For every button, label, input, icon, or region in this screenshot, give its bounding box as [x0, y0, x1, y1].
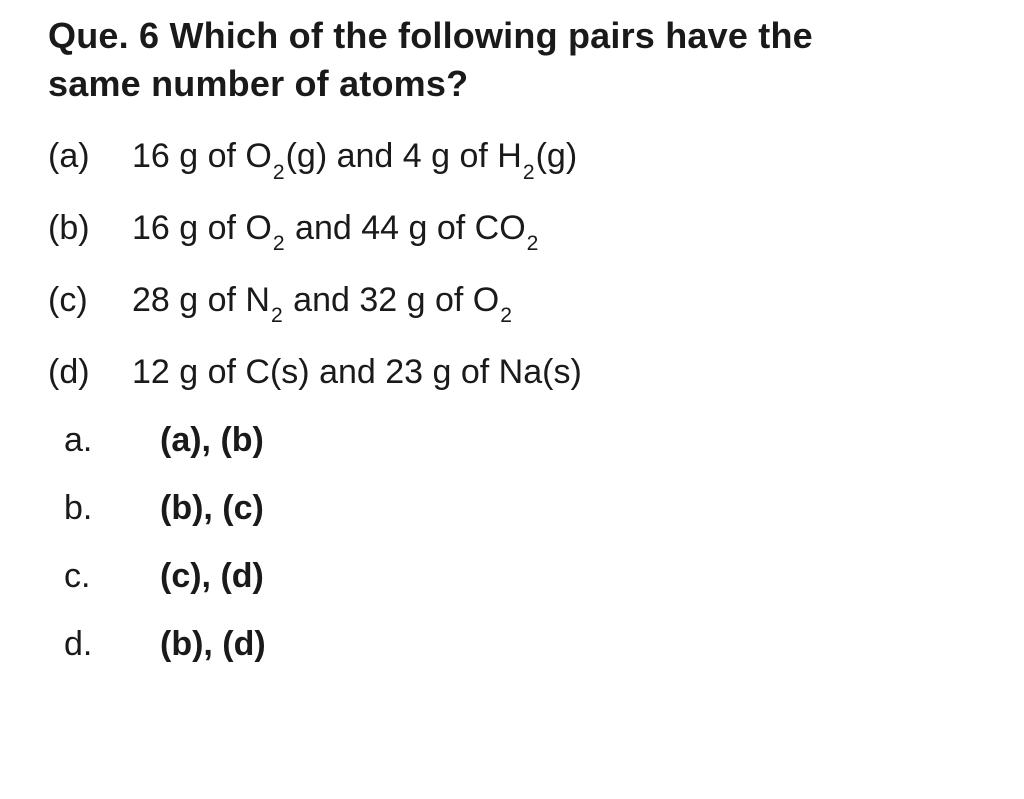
subscript: 2	[273, 161, 285, 184]
choice-b-text: (b), (c)	[160, 491, 264, 525]
page: Que. 6 Which of the following pairs have…	[0, 0, 1024, 661]
choice-d-text: (b), (d)	[160, 627, 266, 661]
question-stem: Que. 6 Which of the following pairs have…	[48, 12, 988, 107]
statement-d-label: (d)	[48, 355, 132, 389]
statement-a: (a) 16 g of O2(g) and 4 g of H2(g)	[48, 139, 988, 179]
subscript: 2	[271, 304, 283, 327]
choice-b[interactable]: b. (b), (c)	[64, 491, 988, 525]
statement-a-label: (a)	[48, 139, 132, 173]
statement-d: (d) 12 g of C(s) and 23 g of Na(s)	[48, 355, 988, 389]
statement-b: (b) 16 g of O2 and 44 g of CO2	[48, 211, 988, 251]
statement-list: (a) 16 g of O2(g) and 4 g of H2(g) (b) 1…	[48, 139, 988, 389]
subscript: 2	[273, 232, 285, 255]
choice-d[interactable]: d. (b), (d)	[64, 627, 988, 661]
question-line-2: same number of atoms?	[48, 60, 988, 108]
answer-choices: a. (a), (b) b. (b), (c) c. (c), (d) d. (…	[48, 423, 988, 661]
text-part: 28 g of N	[132, 281, 270, 319]
text-part: 16 g of O	[132, 137, 272, 175]
choice-d-label: d.	[64, 627, 160, 661]
statement-b-body: 16 g of O2 and 44 g of CO2	[132, 211, 539, 251]
statement-c-label: (c)	[48, 283, 132, 317]
text-part: (g) and 4 g of H	[286, 137, 522, 175]
question-line-1: Que. 6 Which of the following pairs have…	[48, 12, 988, 60]
choice-a-label: a.	[64, 423, 160, 457]
choice-a[interactable]: a. (a), (b)	[64, 423, 988, 457]
subscript: 2	[500, 304, 512, 327]
choice-c-text: (c), (d)	[160, 559, 264, 593]
choice-c[interactable]: c. (c), (d)	[64, 559, 988, 593]
choice-a-text: (a), (b)	[160, 423, 264, 457]
text-part: and 44 g of CO	[286, 209, 526, 247]
statement-c-body: 28 g of N2 and 32 g of O2	[132, 283, 513, 323]
statement-a-body: 16 g of O2(g) and 4 g of H2(g)	[132, 139, 577, 179]
text-part: and 32 g of O	[284, 281, 500, 319]
subscript: 2	[523, 161, 535, 184]
subscript: 2	[527, 232, 539, 255]
statement-d-body: 12 g of C(s) and 23 g of Na(s)	[132, 355, 582, 389]
text-part: 16 g of O	[132, 209, 272, 247]
choice-c-label: c.	[64, 559, 160, 593]
text-part: (g)	[536, 137, 578, 175]
statement-c: (c) 28 g of N2 and 32 g of O2	[48, 283, 988, 323]
choice-b-label: b.	[64, 491, 160, 525]
statement-b-label: (b)	[48, 211, 132, 245]
